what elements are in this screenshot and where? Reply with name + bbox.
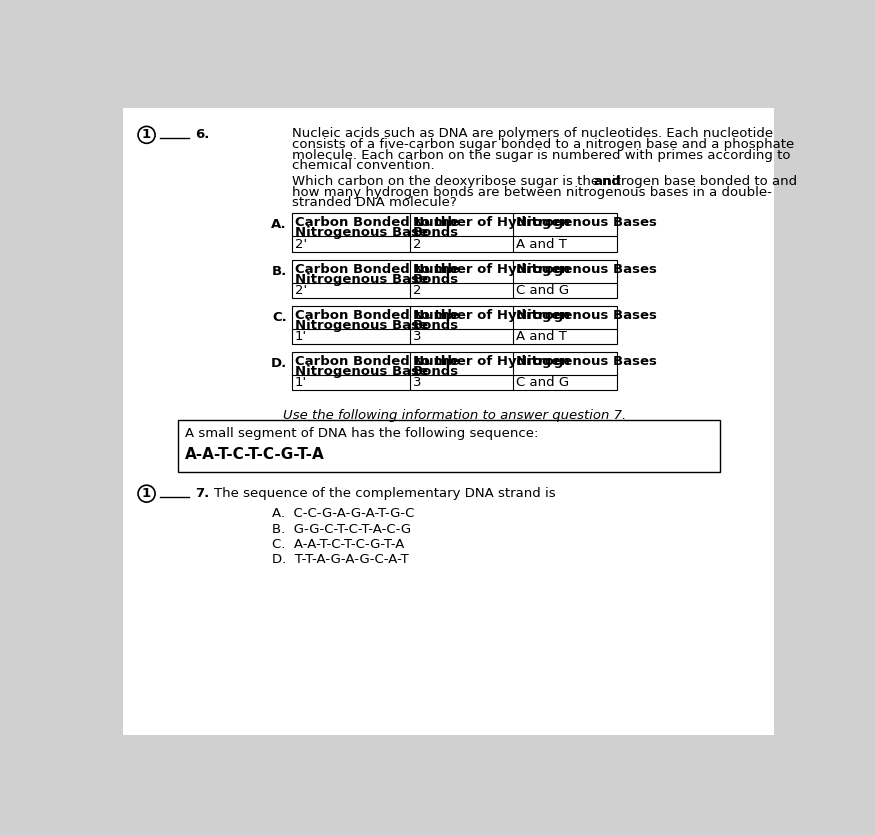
Text: chemical convention.: chemical convention. — [291, 159, 434, 173]
Text: Nitrogenous Base: Nitrogenous Base — [295, 365, 428, 378]
Text: Bonds: Bonds — [413, 365, 459, 378]
Text: Nitrogenous Bases: Nitrogenous Bases — [516, 263, 657, 276]
Text: 2': 2' — [295, 284, 307, 297]
Text: Carbon Bonded to the: Carbon Bonded to the — [295, 263, 458, 276]
Text: C and G: C and G — [516, 377, 570, 389]
Text: Number of Hydrogen: Number of Hydrogen — [413, 263, 570, 276]
Text: Nitrogenous Bases: Nitrogenous Bases — [516, 355, 657, 368]
Text: C.  A-A-T-C-T-C-G-T-A: C. A-A-T-C-T-C-G-T-A — [272, 538, 404, 551]
Circle shape — [138, 485, 155, 502]
Text: Nitrogenous Base: Nitrogenous Base — [295, 319, 428, 331]
Text: 2: 2 — [413, 284, 422, 297]
Text: and: and — [594, 175, 621, 188]
Text: Bonds: Bonds — [413, 273, 459, 286]
Bar — [291, 260, 617, 298]
Text: A-A-T-C-T-C-G-T-A: A-A-T-C-T-C-G-T-A — [186, 448, 326, 463]
Text: A.  C-C-G-A-G-A-T-G-C: A. C-C-G-A-G-A-T-G-C — [272, 507, 415, 520]
Text: 2: 2 — [413, 238, 422, 250]
Text: 1: 1 — [142, 129, 151, 141]
Bar — [291, 306, 617, 344]
Bar — [291, 352, 617, 391]
Text: 2': 2' — [295, 238, 307, 250]
Text: Carbon Bonded to the: Carbon Bonded to the — [295, 216, 458, 230]
Text: Nitrogenous Base: Nitrogenous Base — [295, 226, 428, 240]
Text: Nitrogenous Bases: Nitrogenous Bases — [516, 216, 657, 230]
Text: how many hydrogen bonds are between nitrogenous bases in a double-: how many hydrogen bonds are between nitr… — [291, 185, 772, 199]
Text: 3: 3 — [413, 377, 422, 389]
Text: Bonds: Bonds — [413, 319, 459, 331]
Text: D.: D. — [270, 357, 287, 370]
Text: A and T: A and T — [516, 238, 567, 250]
Circle shape — [138, 126, 155, 144]
Text: consists of a five-carbon sugar bonded to a nitrogen base and a phosphate: consists of a five-carbon sugar bonded t… — [291, 138, 794, 151]
Text: molecule. Each carbon on the sugar is numbered with primes according to: molecule. Each carbon on the sugar is nu… — [291, 149, 790, 162]
Text: 1': 1' — [295, 330, 307, 343]
Text: Carbon Bonded to the: Carbon Bonded to the — [295, 309, 458, 321]
Text: C.: C. — [272, 311, 287, 324]
Text: A small segment of DNA has the following sequence:: A small segment of DNA has the following… — [186, 428, 539, 440]
Text: The sequence of the complementary DNA strand is: The sequence of the complementary DNA st… — [214, 487, 556, 500]
Text: B.: B. — [271, 265, 287, 278]
Text: 1': 1' — [295, 377, 307, 389]
Text: 1: 1 — [142, 487, 151, 500]
Text: 7.: 7. — [194, 487, 209, 500]
Text: C and G: C and G — [516, 284, 570, 297]
Text: B.  G-G-C-T-C-T-A-C-G: B. G-G-C-T-C-T-A-C-G — [272, 523, 411, 535]
Text: 3: 3 — [413, 330, 422, 343]
Text: Use the following information to answer question 7.: Use the following information to answer … — [283, 409, 626, 422]
Text: Number of Hydrogen: Number of Hydrogen — [413, 216, 570, 230]
Text: A.: A. — [271, 219, 287, 231]
Text: 6.: 6. — [194, 129, 209, 141]
Text: stranded DNA molecule?: stranded DNA molecule? — [291, 196, 456, 210]
Text: Number of Hydrogen: Number of Hydrogen — [413, 309, 570, 321]
Text: Bonds: Bonds — [413, 226, 459, 240]
Text: Nitrogenous Base: Nitrogenous Base — [295, 273, 428, 286]
Text: Carbon Bonded to the: Carbon Bonded to the — [295, 355, 458, 368]
Text: Which carbon on the deoxyribose sugar is the nitrogen base bonded to and: Which carbon on the deoxyribose sugar is… — [291, 175, 796, 188]
Text: A and T: A and T — [516, 330, 567, 343]
Bar — [178, 420, 720, 472]
Text: Nitrogenous Bases: Nitrogenous Bases — [516, 309, 657, 321]
Text: Number of Hydrogen: Number of Hydrogen — [413, 355, 570, 368]
Bar — [291, 214, 617, 252]
Text: Nucleic acids such as DNA are polymers of nucleotides. Each nucleotide: Nucleic acids such as DNA are polymers o… — [291, 127, 773, 140]
Text: D.  T-T-A-G-A-G-C-A-T: D. T-T-A-G-A-G-C-A-T — [272, 554, 409, 566]
